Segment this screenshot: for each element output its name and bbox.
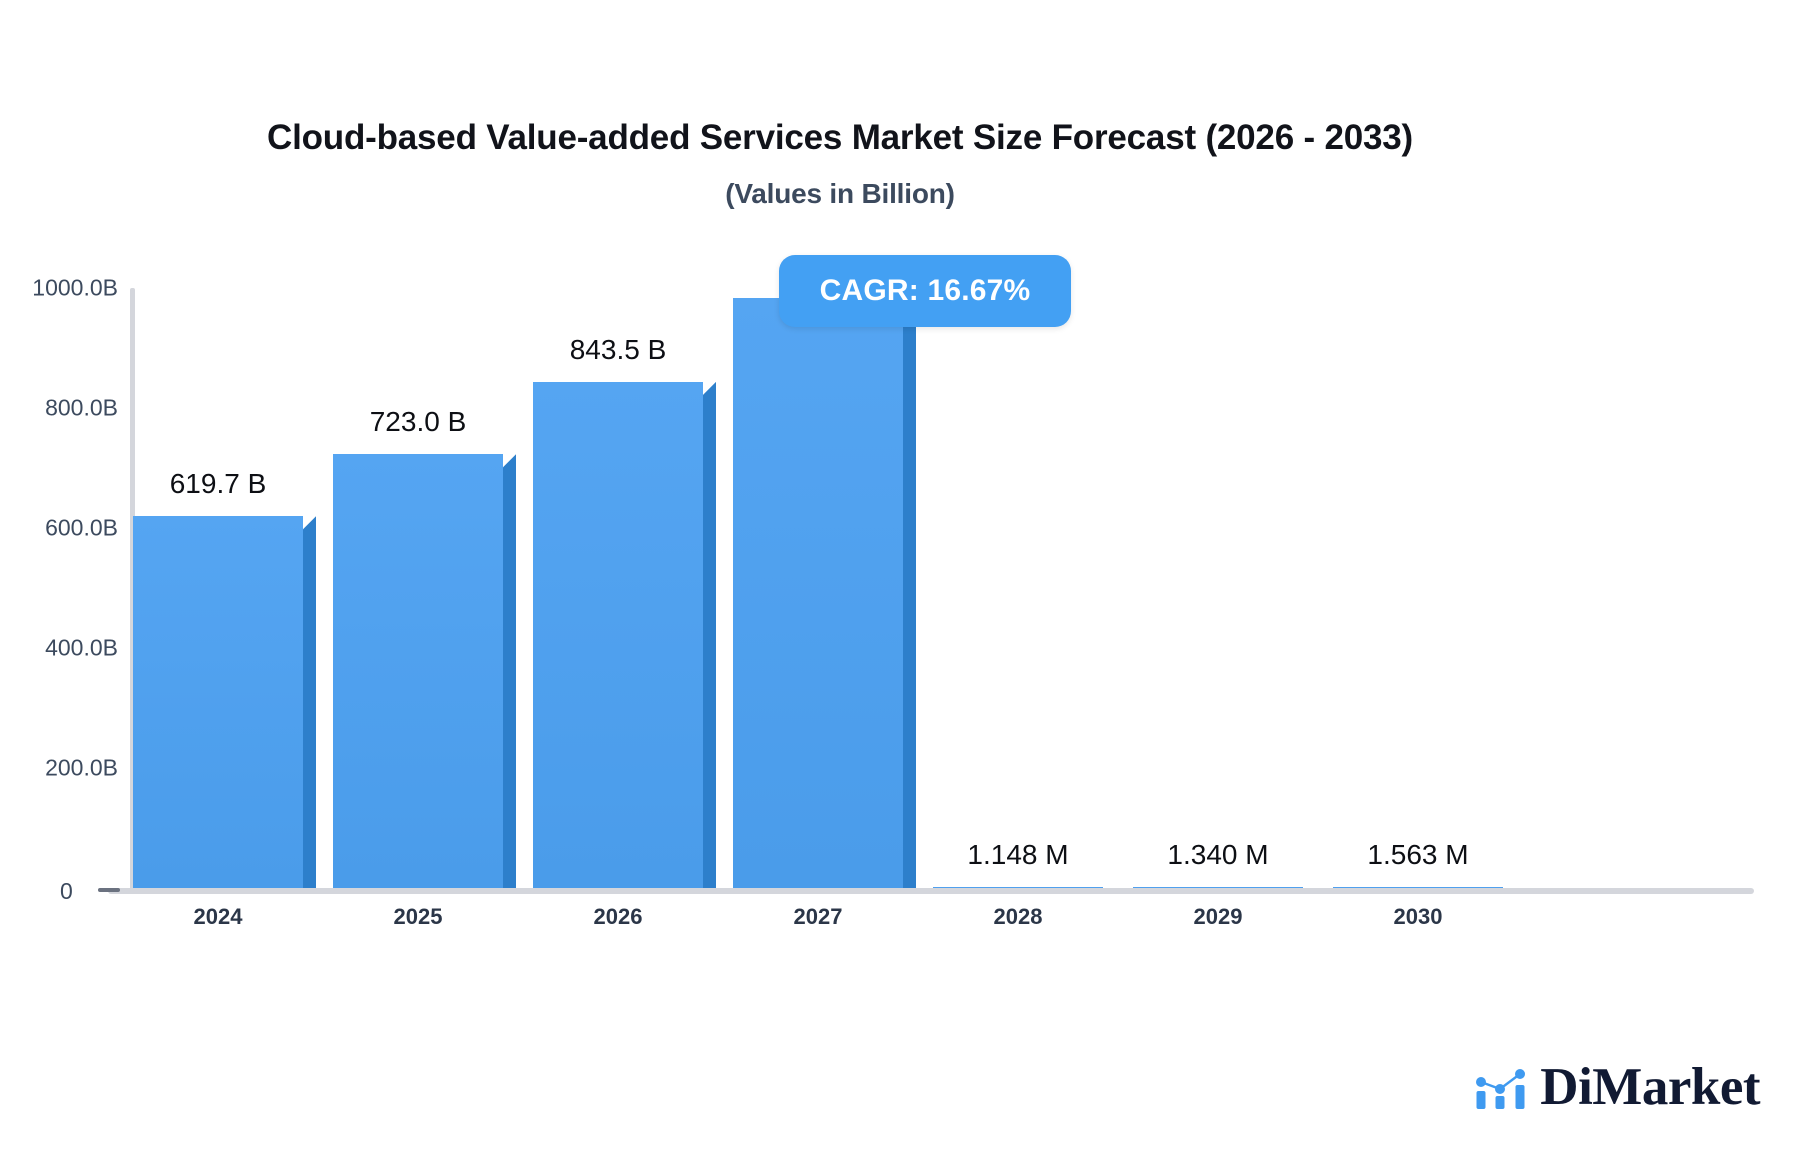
y-axis-tick-label: 400.0B (45, 634, 118, 661)
bar-face (733, 297, 903, 888)
bar-value-label: 843.5 B (569, 333, 667, 365)
bar[interactable] (333, 454, 516, 888)
y-axis-tick-label-zero: 0 (60, 878, 73, 904)
bar-value-label: 723.0 B (369, 406, 467, 438)
bar[interactable] (933, 887, 1103, 888)
bar-side-3d (503, 454, 516, 888)
x-axis-tick-label: 2030 (1393, 904, 1443, 929)
bar-value-label: 619.7 B (169, 468, 267, 500)
bar-side-3d (903, 297, 916, 888)
bar[interactable] (1333, 887, 1503, 888)
cagr-badge: CAGR: 16.67% (779, 255, 1071, 327)
x-axis-tick-label: 2028 (993, 904, 1043, 929)
logo-wordmark: DiMarket (1540, 1057, 1760, 1116)
bar-face (133, 516, 303, 888)
bar-face (1333, 887, 1503, 888)
y-axis-tick-label: 1000.0B (32, 274, 118, 301)
y-axis-tick-label: 600.0B (45, 514, 118, 541)
x-axis-tick-label: 2025 (393, 904, 443, 929)
bar[interactable] (533, 381, 716, 888)
bar-face (1133, 887, 1303, 888)
bar-value-label: 1.563 M (1367, 839, 1469, 871)
x-axis-tick-label: 2024 (193, 904, 243, 929)
x-axis-tick-label: 2029 (1193, 904, 1243, 929)
bar-value-label: 1.148 M (967, 839, 1069, 871)
bar-value-label: 1.340 M (1167, 839, 1269, 871)
bar-face (333, 454, 503, 888)
x-axis-line (108, 888, 1754, 894)
y-axis-line (130, 288, 135, 890)
x-axis-tick-label: 2027 (793, 904, 843, 929)
bar-side-3d (703, 381, 716, 888)
bar-side-3d (303, 516, 316, 888)
y-axis-tick-label: 800.0B (45, 394, 118, 421)
y-axis-zero-tick-mark (98, 888, 120, 892)
y-axis-tick-label: 200.0B (45, 754, 118, 781)
bar[interactable] (733, 297, 916, 888)
bar-face (933, 887, 1103, 888)
bar-face (533, 381, 703, 888)
plot-area (130, 288, 1750, 888)
chart-title: Cloud-based Value-added Services Market … (267, 118, 1413, 157)
bar[interactable] (133, 516, 316, 888)
dimarket-logo: DiMarket (1474, 1060, 1760, 1114)
y-axis-tick-labels: 1000.0B 800.0B 600.0B 400.0B 200.0B (0, 0, 118, 1156)
bar[interactable] (1133, 887, 1303, 888)
chart-subtitle: (Values in Billion) (725, 178, 955, 209)
x-axis-tick-label: 2026 (593, 904, 643, 929)
bar-chart-icon (1476, 1069, 1526, 1109)
